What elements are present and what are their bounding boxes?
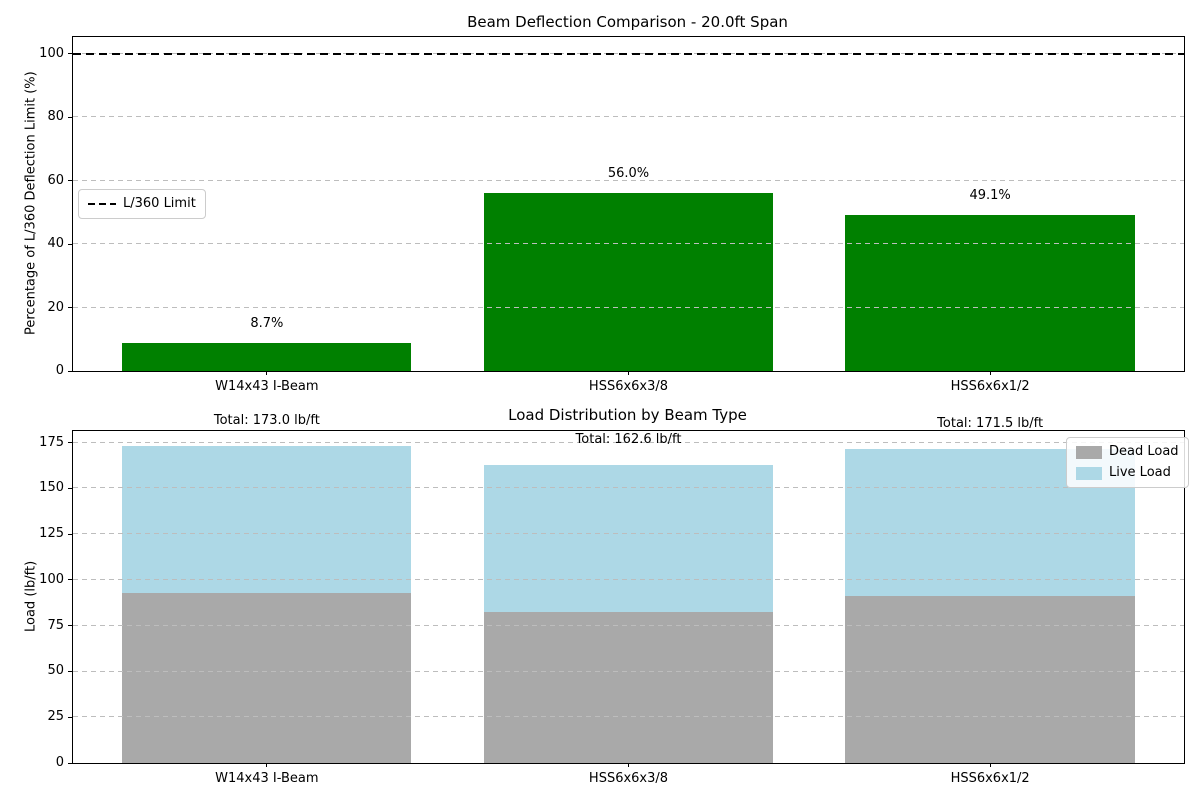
y-tick xyxy=(68,116,72,118)
bar xyxy=(845,215,1135,371)
y-tick-label: 0 xyxy=(55,363,64,378)
x-tick-label: HSS6x6x1/2 xyxy=(950,379,1030,394)
value-label: 49.1% xyxy=(969,188,1011,204)
y-tick-label: 100 xyxy=(39,571,64,587)
total-label: Total: 162.6 lb/ft xyxy=(575,432,682,448)
load-legend: Dead Load Live Load xyxy=(1066,437,1189,488)
deflection-y-axis-label: Percentage of L/360 Deflection Limit (%) xyxy=(23,71,39,335)
x-tick xyxy=(989,371,991,375)
reference-line xyxy=(73,52,1184,55)
legend-entry: L/360 Limit xyxy=(88,196,196,212)
load-chart-title: Load Distribution by Beam Type xyxy=(508,406,747,424)
deflection-legend: L/360 Limit xyxy=(78,189,206,219)
bar-segment-dead-load xyxy=(845,595,1135,763)
gridline xyxy=(73,624,1184,626)
y-tick-label: 40 xyxy=(47,236,64,252)
x-tick xyxy=(989,763,991,767)
y-tick xyxy=(68,307,72,309)
y-tick-label: 80 xyxy=(47,109,64,125)
y-tick xyxy=(68,487,72,489)
legend-entry: Dead Load xyxy=(1076,444,1179,460)
y-tick xyxy=(68,625,72,627)
value-label: 8.7% xyxy=(250,316,284,332)
legend-entry: Live Load xyxy=(1076,465,1179,481)
bar-segment-dead-load xyxy=(483,611,774,763)
x-tick xyxy=(628,371,629,375)
x-tick xyxy=(266,371,268,375)
legend-label: Live Load xyxy=(1109,465,1171,480)
dead-load-swatch-icon xyxy=(1076,445,1102,459)
legend-label: Dead Load xyxy=(1109,444,1179,459)
bar-segment-dead-load xyxy=(122,592,412,763)
gridline xyxy=(73,441,1184,443)
gridline xyxy=(73,487,1184,489)
y-tick xyxy=(68,670,72,672)
y-tick-label: 20 xyxy=(47,299,64,315)
x-tick-label: HSS6x6x3/8 xyxy=(588,771,669,786)
dashed-line-swatch-icon xyxy=(88,203,116,205)
y-tick-label: 75 xyxy=(47,617,64,633)
bar-segment-live-load xyxy=(483,465,774,612)
y-tick xyxy=(68,579,72,581)
gridline xyxy=(73,179,1184,181)
load-plot-area: 0 25 50 75 100 125 150 175 Total: 173.0 lb/ft Tot… xyxy=(39,413,1185,786)
bar xyxy=(122,343,412,371)
gridline xyxy=(73,578,1184,580)
y-tick xyxy=(68,716,72,718)
y-tick xyxy=(68,370,72,372)
gridline xyxy=(73,716,1184,718)
bar-segment-live-load xyxy=(122,446,412,593)
gridline xyxy=(73,306,1184,308)
y-tick-label: 125 xyxy=(39,526,64,542)
bar xyxy=(483,193,774,371)
x-tick-label: W14x43 I-Beam xyxy=(215,771,319,786)
x-tick xyxy=(266,763,268,767)
y-tick-label: 50 xyxy=(47,663,64,679)
y-tick-label: 60 xyxy=(47,172,64,188)
y-tick-label: 100 xyxy=(39,45,64,61)
gridline xyxy=(73,533,1184,535)
y-tick xyxy=(68,533,72,535)
y-tick xyxy=(68,762,72,764)
gridline xyxy=(73,243,1184,245)
x-tick-label: W14x43 I-Beam xyxy=(215,379,319,394)
legend-label: L/360 Limit xyxy=(123,196,196,211)
y-tick-label: 25 xyxy=(47,709,64,725)
deflection-plot-area: 0 20 40 60 80 100 8.7% 56.0% 49.1% W14x43 I-Beam H… xyxy=(39,36,1185,394)
live-load-swatch-icon xyxy=(1076,466,1102,480)
y-tick xyxy=(68,442,72,444)
value-label: 56.0% xyxy=(607,166,650,182)
x-tick xyxy=(628,763,629,767)
gridline xyxy=(73,116,1184,118)
y-tick xyxy=(68,180,72,182)
x-tick-label: HSS6x6x3/8 xyxy=(588,379,669,394)
y-tick-label: 0 xyxy=(55,755,64,770)
x-tick-label: HSS6x6x1/2 xyxy=(950,771,1030,786)
y-tick-label: 175 xyxy=(39,434,64,450)
deflection-chart-title: Beam Deflection Comparison - 20.0ft Span xyxy=(467,13,788,31)
total-label: Total: 171.5 lb/ft xyxy=(937,416,1044,432)
gridline xyxy=(73,670,1184,672)
total-label: Total: 173.0 lb/ft xyxy=(213,413,320,429)
y-tick xyxy=(68,53,72,55)
y-tick-label: 150 xyxy=(39,480,64,496)
y-tick xyxy=(68,243,72,245)
load-y-axis-label: Load (lb/ft) xyxy=(23,560,39,632)
